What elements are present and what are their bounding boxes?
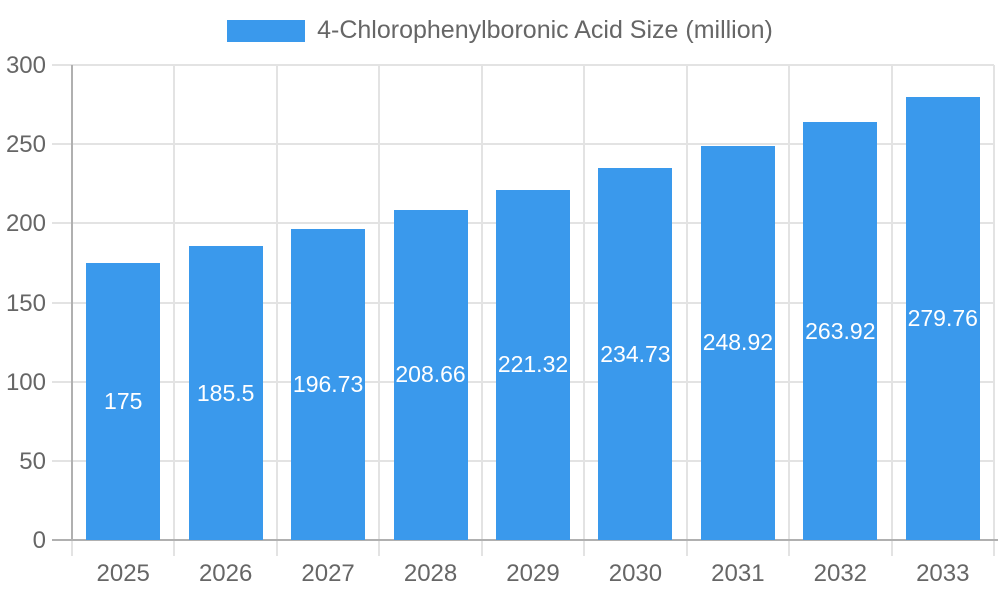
y-axis-label: 300 — [5, 52, 46, 79]
bar-2027[interactable]: 196.73 — [291, 228, 366, 540]
bar-value-label: 185.5 — [196, 379, 255, 406]
x-axis-line — [52, 539, 998, 541]
bar-2029[interactable]: 221.32 — [496, 189, 570, 540]
bar-2025[interactable]: 175 — [86, 262, 161, 540]
x-axis-tick — [993, 540, 995, 556]
bar-2030[interactable]: 234.73 — [598, 168, 673, 540]
bar-value-label: 221.32 — [497, 351, 569, 378]
x-gridline — [275, 65, 278, 540]
y-axis-label: 150 — [5, 289, 46, 317]
x-axis-tick — [480, 540, 483, 556]
bar-2028[interactable]: 208.66 — [393, 209, 468, 540]
y-axis-tick — [52, 64, 72, 66]
y-gridline — [72, 64, 994, 66]
y-axis-label: 250 — [5, 131, 46, 159]
x-axis-tick — [173, 540, 176, 556]
x-gridline — [480, 65, 483, 540]
x-axis-tick — [275, 540, 278, 556]
bar-2031[interactable]: 248.92 — [700, 145, 775, 540]
y-axis-tick — [52, 459, 72, 462]
x-axis-label: 2031 — [711, 560, 765, 587]
y-axis-label: 0 — [32, 527, 46, 554]
y-gridline — [72, 143, 994, 146]
x-axis-label: 2030 — [608, 560, 663, 587]
x-axis-tick — [71, 540, 73, 556]
x-axis-label: 2032 — [813, 560, 868, 587]
y-axis-tick — [52, 301, 72, 304]
x-axis-label: 2028 — [403, 560, 458, 587]
y-axis-label: 100 — [5, 368, 46, 396]
y-axis-tick — [52, 222, 72, 225]
legend[interactable]: 4-Chlorophenylboronic Acid Size (million… — [0, 18, 1000, 43]
x-axis-label: 2026 — [198, 560, 253, 587]
bar-value-label: 263.92 — [805, 317, 876, 344]
y-axis-label: 50 — [19, 447, 46, 475]
x-gridline — [890, 65, 893, 540]
x-axis-tick — [685, 540, 688, 556]
legend-swatch — [227, 19, 306, 42]
bar-value-label: 248.92 — [702, 329, 774, 356]
x-gridline — [583, 65, 586, 540]
bar-value-label: 208.66 — [395, 361, 466, 388]
x-axis-label: 2029 — [506, 560, 560, 587]
x-gridline — [685, 65, 688, 540]
y-axis-tick — [52, 143, 72, 146]
bar-2026[interactable]: 185.5 — [188, 246, 263, 540]
x-axis-label: 2033 — [916, 560, 970, 587]
y-axis-label: 200 — [5, 210, 46, 238]
x-axis-tick — [378, 540, 381, 556]
x-gridline — [173, 65, 176, 540]
bar-value-label: 234.73 — [600, 340, 671, 367]
x-axis-tick — [583, 540, 586, 556]
x-gridline — [378, 65, 381, 540]
x-axis-tick — [788, 540, 791, 556]
bar-2032[interactable]: 263.92 — [803, 122, 878, 540]
x-axis-label: 2025 — [96, 560, 150, 587]
y-axis-line — [71, 65, 73, 540]
x-axis-tick — [890, 540, 893, 556]
y-axis-tick — [52, 380, 72, 383]
bar-value-label: 196.73 — [292, 370, 364, 397]
x-gridline — [788, 65, 791, 540]
bar-value-label: 279.76 — [907, 305, 978, 331]
x-gridline — [993, 65, 995, 540]
x-axis-label: 2027 — [301, 560, 355, 587]
legend-label: 4-Chlorophenylboronic Acid Size (million… — [317, 16, 773, 44]
bar-2033[interactable]: 279.76 — [905, 97, 980, 540]
bar-value-label: 175 — [104, 387, 143, 414]
